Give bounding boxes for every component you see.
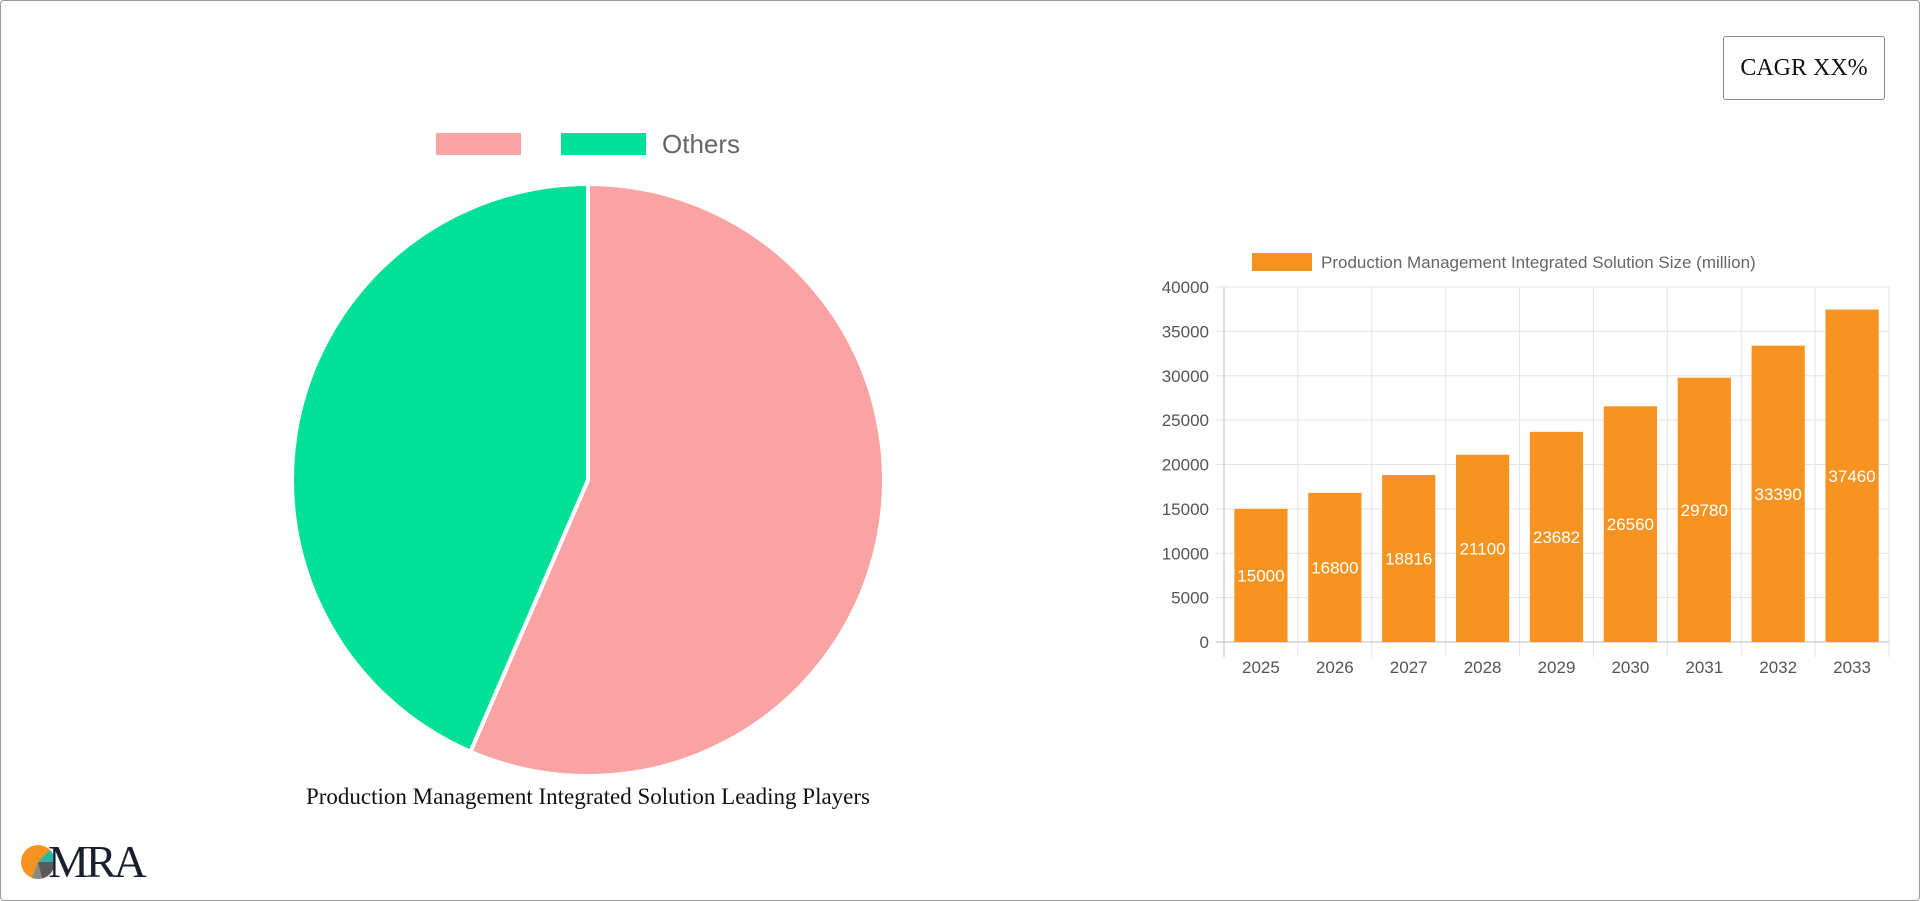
pie-chart: Others <box>290 129 886 778</box>
x-tick-label-2025: 2025 <box>1242 658 1280 677</box>
bar-value-label-2025: 15000 <box>1237 566 1284 585</box>
logo-pie-icon <box>21 845 55 880</box>
bar-2027 <box>1382 475 1436 642</box>
pie-slice-1 <box>467 181 886 778</box>
mra-logo: MRA <box>20 836 147 887</box>
y-tick-label: 15000 <box>1162 500 1209 519</box>
bar-value-label-2028: 21100 <box>1460 539 1506 558</box>
pie-legend-swatch-1 <box>436 133 521 155</box>
y-tick-label: 25000 <box>1162 411 1209 430</box>
bar-value-label-2030: 26560 <box>1607 515 1654 534</box>
y-tick-label: 35000 <box>1162 322 1209 341</box>
x-tick-label-2033: 2033 <box>1833 658 1871 677</box>
logo-text: MRA <box>48 836 147 887</box>
bar-2026 <box>1308 492 1362 642</box>
bar-value-label-2026: 16800 <box>1311 558 1358 577</box>
bar-2030 <box>1603 406 1657 642</box>
bar-2032 <box>1751 345 1805 642</box>
x-tick-label-2028: 2028 <box>1464 658 1502 677</box>
bar-2028 <box>1456 454 1510 642</box>
bar-legend-swatch <box>1252 253 1312 271</box>
bar-value-label-2032: 33390 <box>1755 485 1802 504</box>
pie-slice-2 <box>290 181 590 755</box>
x-tick-label-2031: 2031 <box>1685 658 1723 677</box>
bar-2025 <box>1234 508 1288 642</box>
y-tick-label: 20000 <box>1162 456 1209 475</box>
x-tick-label-2030: 2030 <box>1611 658 1649 677</box>
bar-value-label-2029: 23682 <box>1533 528 1580 547</box>
cagr-badge: CAGR XX% <box>1723 36 1885 100</box>
bar-value-label-2031: 29780 <box>1681 501 1728 520</box>
bar-value-label-2033: 37460 <box>1828 467 1875 486</box>
x-tick-label-2027: 2027 <box>1390 658 1428 677</box>
x-tick-label-2032: 2032 <box>1759 658 1797 677</box>
x-tick-label-2029: 2029 <box>1538 658 1576 677</box>
bar-value-label-2027: 18816 <box>1385 550 1432 569</box>
bar-2033 <box>1825 309 1879 642</box>
pie-chart-title: Production Management Integrated Solutio… <box>305 784 870 809</box>
bar-2031 <box>1677 377 1731 642</box>
y-tick-label: 30000 <box>1162 367 1209 386</box>
pie-legend-label-2: Others <box>662 129 740 159</box>
x-tick-label-2026: 2026 <box>1316 658 1354 677</box>
bar-legend-label: Production Management Integrated Solutio… <box>1321 253 1756 272</box>
bar-chart: 0 5000 10000 15000 20000 25000 30000 35000 40000… <box>1162 253 1890 677</box>
y-tick-label: 10000 <box>1162 544 1209 563</box>
bar-2029 <box>1529 431 1584 642</box>
y-tick-label: 5000 <box>1171 589 1209 608</box>
y-tick-label: 0 <box>1200 633 1209 652</box>
pie-legend-swatch-2 <box>561 133 646 155</box>
y-tick-label: 40000 <box>1162 278 1209 297</box>
